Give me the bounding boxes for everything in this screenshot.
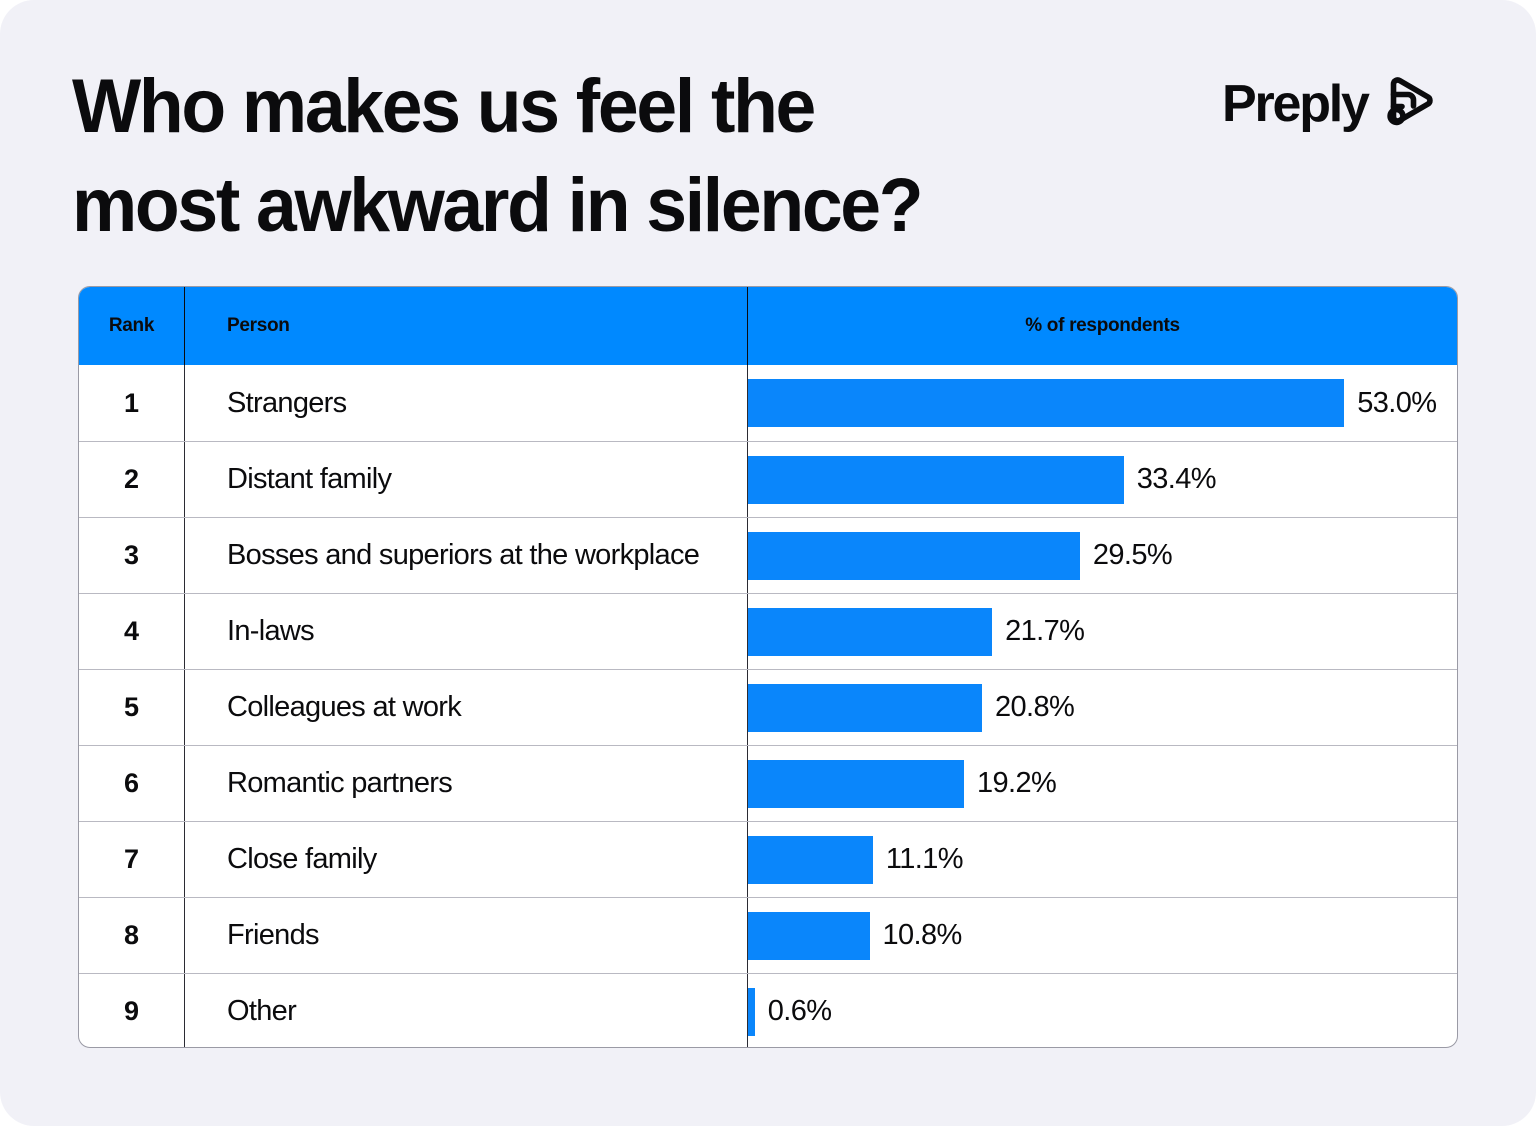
rank-value: 7 [123,844,140,874]
bar-fill [748,455,1124,504]
bar-value-label: 11.1% [885,843,964,875]
rank-value: 8 [123,920,140,950]
cell-rank: 3 [79,518,185,593]
person-label: Close family [227,843,377,875]
table-row: 8 Friends 10.8% [79,897,1457,973]
bar-value-label: 0.6% [767,995,832,1027]
cell-person: Romantic partners [185,746,748,821]
cell-rank: 2 [79,442,185,517]
column-header-rank-label: Rank [108,315,155,336]
cell-rank: 7 [79,822,185,897]
bar-track: 19.2% [748,746,1457,821]
bar-value-label: 53.0% [1357,386,1437,419]
table-row: 4 In-laws 21.7% [79,593,1457,669]
bar-track: 29.5% [748,518,1457,593]
preply-speech-play-icon [1387,77,1433,126]
table-body: 1 Strangers 53.0% 2 Distant family 33.4% 3 Boss… [79,365,1457,1047]
rank-value: 2 [123,464,140,494]
column-header-person: Person [185,287,748,365]
bar-track: 53.0% [748,365,1457,441]
rank-value: 5 [123,692,140,722]
column-header-percent: % of respondents [748,287,1457,365]
person-label: Romantic partners [227,767,453,799]
cell-person: Distant family [185,442,748,517]
page-title: Who makes us feel the most awkward in si… [72,64,924,248]
cell-person: Strangers [185,365,748,441]
person-label: Other [227,995,297,1027]
column-header-percent-label: % of respondents [1025,315,1180,336]
bar-track: 10.8% [748,898,1457,973]
bar-value-label: 33.4% [1136,463,1217,495]
table-row: 3 Bosses and superiors at the workplace 29… [79,517,1457,593]
bar-track: 11.1% [748,822,1457,897]
cell-percent: 53.0% [748,365,1457,441]
bar-fill [748,683,982,732]
cell-percent: 20.8% [748,670,1457,745]
bar-value-label: 10.8% [882,919,963,951]
bar-fill [748,379,1345,427]
cell-rank: 9 [79,974,185,1047]
cell-percent: 29.5% [748,518,1457,593]
preply-logo[interactable]: Preply [1222,72,1438,136]
cell-person: Other [185,974,748,1047]
person-label: Bosses and superiors at the workplace [227,539,700,571]
table-row: 5 Colleagues at work 20.8% [79,669,1457,745]
rank-value: 3 [123,540,140,570]
bar-fill [748,911,870,960]
person-label: Distant family [227,463,392,495]
cell-rank: 8 [79,898,185,973]
cell-percent: 21.7% [748,594,1457,669]
cell-person: Bosses and superiors at the workplace [185,518,748,593]
person-label: Friends [227,919,320,951]
bar-track: 21.7% [748,594,1457,669]
ranking-table: Rank Person % of respondents 1 Strangers 5… [78,286,1458,1048]
cell-rank: 1 [79,365,185,441]
table-header-row: Rank Person % of respondents [79,287,1457,365]
cell-percent: 11.1% [748,822,1457,897]
cell-person: Friends [185,898,748,973]
rank-value: 4 [123,616,140,646]
bar-value-label: 20.8% [995,691,1075,723]
bar-track: 33.4% [748,442,1457,517]
bar-fill [748,759,964,808]
cell-person: Colleagues at work [185,670,748,745]
rank-value: 9 [123,996,140,1026]
cell-rank: 5 [79,670,185,745]
bar-fill [748,987,755,1036]
cell-rank: 6 [79,746,185,821]
table-row: 7 Close family 11.1% [79,821,1457,897]
cell-percent: 0.6% [748,974,1457,1047]
bar-fill [748,835,873,884]
bar-value-label: 29.5% [1092,539,1173,571]
cell-percent: 33.4% [748,442,1457,517]
column-header-rank: Rank [79,287,185,365]
bar-track: 0.6% [748,974,1457,1047]
table-row: 9 Other 0.6% [79,973,1457,1047]
rank-value: 1 [123,387,140,418]
cell-rank: 4 [79,594,185,669]
cell-percent: 10.8% [748,898,1457,973]
person-label: Strangers [227,386,347,419]
bar-value-label: 21.7% [1005,615,1085,647]
brand-wordmark: Preply [1222,75,1370,133]
table-row: 1 Strangers 53.0% [79,365,1457,441]
column-header-person-label: Person [227,315,290,336]
table-row: 2 Distant family 33.4% [79,441,1457,517]
cell-percent: 19.2% [748,746,1457,821]
bar-track: 20.8% [748,670,1457,745]
cell-person: In-laws [185,594,748,669]
bar-fill [748,531,1080,580]
person-label: Colleagues at work [227,691,462,723]
person-label: In-laws [227,615,315,647]
table-row: 6 Romantic partners 19.2% [79,745,1457,821]
rank-value: 6 [123,768,140,798]
bar-value-label: 19.2% [977,767,1057,799]
bar-fill [748,607,993,656]
header: Who makes us feel the most awkward in si… [0,0,1536,278]
cell-person: Close family [185,822,748,897]
